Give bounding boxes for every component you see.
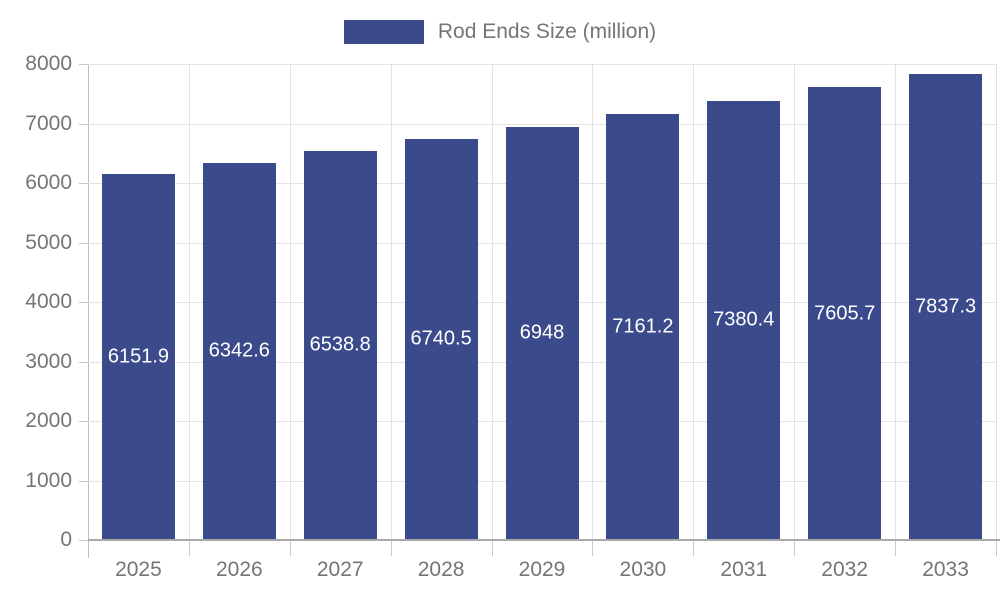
y-axis-tick [79, 123, 88, 125]
y-axis-tick [79, 540, 88, 541]
x-tick-label: 2029 [518, 558, 566, 581]
x-tick-label: 2033 [922, 558, 969, 581]
y-tick-label: 5000 [25, 230, 72, 254]
x-axis-tick [189, 540, 190, 556]
x-tick-label: 2031 [720, 558, 768, 581]
x-tick-label: 2025 [115, 558, 162, 581]
v-gridline [290, 64, 291, 540]
bar [909, 74, 982, 540]
h-gridline [88, 64, 996, 65]
y-axis-tick [79, 242, 88, 244]
y-tick-label: 0 [60, 528, 72, 551]
y-tick-label: 8000 [25, 52, 72, 75]
bar-value-label: 7837.3 [914, 295, 977, 318]
v-gridline [996, 64, 997, 540]
y-tick-label: 6000 [25, 171, 72, 194]
y-axis-tick [79, 361, 88, 363]
legend: Rod Ends Size (million) [0, 20, 1000, 44]
v-gridline [794, 64, 795, 540]
bar [808, 87, 881, 540]
x-axis-tick [693, 540, 694, 556]
bar-value-label: 7161.2 [612, 315, 674, 338]
y-tick-label: 3000 [25, 349, 72, 373]
v-gridline [391, 64, 392, 540]
x-axis-tick [895, 540, 896, 556]
x-axis-tick [996, 540, 997, 556]
bar-value-label: 6948 [519, 321, 565, 344]
bar [405, 139, 478, 540]
bar-value-label: 7380.4 [713, 308, 775, 331]
x-tick-label: 2027 [316, 558, 364, 581]
x-axis-tick [391, 540, 392, 556]
bar-value-label: 7605.7 [814, 302, 876, 325]
plot-area: 0 1000 2000 3000 4000 5000 6000 7000 8000 6151.9 6… [25, 52, 997, 556]
y-tick-label: 2000 [25, 409, 72, 432]
y-tick-label: 7000 [25, 111, 72, 135]
x-axis-tick [592, 540, 593, 556]
bar-value-label: 6342.6 [208, 339, 270, 362]
y-tick-label: 1000 [25, 468, 72, 492]
v-gridline [693, 64, 694, 540]
v-gridline [492, 64, 493, 540]
x-axis-tick [794, 540, 795, 556]
x-tick-label: 2028 [417, 558, 465, 581]
v-gridline [895, 64, 896, 540]
legend-label: Rod Ends Size (million) [437, 20, 657, 43]
x-tick-label: 2032 [821, 558, 869, 581]
bar-value-label: 6538.8 [309, 333, 371, 356]
x-axis-tick [290, 540, 291, 556]
bar [606, 114, 679, 540]
v-gridline [189, 64, 190, 540]
y-axis-tick [79, 64, 88, 65]
y-axis-tick [79, 480, 88, 482]
y-axis-tick [79, 421, 88, 422]
x-tick-label: 2030 [619, 558, 667, 581]
bar [102, 174, 175, 540]
x-axis-tick [492, 540, 493, 556]
y-axis-line [88, 64, 89, 558]
bar [707, 101, 780, 540]
y-tick-label: 4000 [25, 290, 72, 313]
bar-value-label: 6151.9 [107, 345, 170, 368]
bar [304, 151, 377, 540]
legend-swatch [343, 20, 424, 44]
bar-value-label: 6740.5 [410, 327, 472, 350]
x-axis-line [88, 539, 1000, 541]
h-gridline [88, 123, 996, 125]
v-gridline [592, 64, 593, 540]
bar [203, 163, 276, 540]
y-axis-tick [79, 302, 88, 303]
bar [506, 127, 579, 540]
x-tick-label: 2026 [215, 558, 263, 581]
y-axis-tick [79, 183, 88, 184]
